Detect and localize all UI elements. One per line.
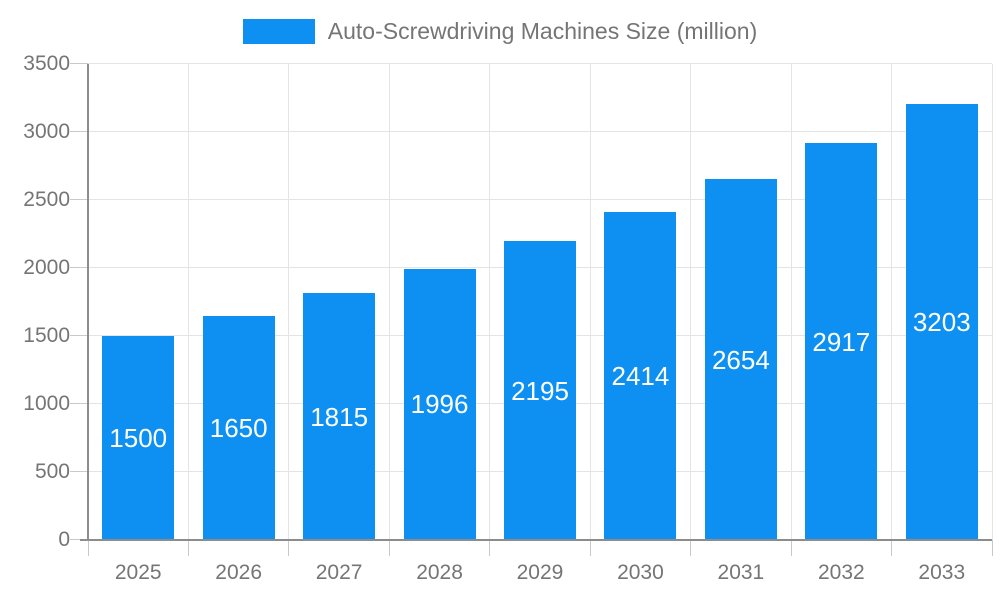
gridline-vertical [288,64,290,540]
x-axis-tick-label: 2032 [817,561,865,584]
y-axis-tick-label: 3500 [23,52,70,75]
gridline-vertical [790,64,792,540]
y-axis-tick [70,267,88,268]
legend-swatch [242,19,315,44]
x-axis-tick [790,540,792,556]
bar[interactable] [303,293,376,540]
y-axis-tick [70,63,88,64]
gridline-horizontal [88,63,992,64]
x-axis-tick [288,540,290,556]
legend[interactable]: Auto-Screwdriving Machines Size (million… [0,18,1000,45]
x-axis-tick-label: 2029 [516,561,564,584]
x-axis-tick-label: 2031 [717,561,765,584]
y-axis-tick-label: 2000 [23,256,70,279]
y-axis-tick [70,131,88,132]
x-axis-line [80,539,992,541]
gridline-vertical [388,64,390,540]
y-axis-tick [70,199,88,200]
y-axis-tick-label: 1000 [23,392,70,415]
y-axis-tick [70,471,88,472]
x-axis-tick [87,540,89,556]
x-axis-tick [388,540,390,556]
x-axis-tick [589,540,591,556]
bar-value-label: 1500 [109,423,168,453]
y-axis-tick-label: 3000 [23,120,70,143]
bar[interactable] [403,268,476,540]
x-axis-tick-label: 2030 [617,561,664,584]
bar[interactable] [202,315,275,540]
bar[interactable] [805,143,878,540]
y-axis-tick-label: 0 [58,528,70,551]
x-axis-tick [991,540,993,556]
gridline-horizontal [88,199,992,200]
bar-value-label: 2414 [611,360,670,391]
x-axis-tick-label: 2026 [215,561,263,584]
x-axis-tick [187,540,189,556]
bar-value-label: 1650 [209,412,268,443]
bar[interactable] [704,179,777,540]
x-axis-tick-label: 2027 [315,561,363,584]
y-axis-tick-label: 500 [34,460,70,483]
x-axis-tick [690,540,692,556]
gridline-vertical [187,64,189,540]
bar-value-label: 2917 [812,326,871,357]
y-axis-tick [70,335,88,336]
x-axis-tick-label: 2025 [114,561,162,584]
gridline-vertical [589,64,591,540]
y-axis-tick [70,539,88,540]
bar[interactable] [604,211,677,540]
x-axis-tick [891,540,893,556]
y-axis-line [87,64,89,540]
y-axis-tick-label: 1500 [23,324,70,347]
y-axis-tick-label: 2500 [23,188,70,211]
gridline-horizontal [88,131,992,132]
gridline-vertical [891,64,893,540]
gridline-vertical [991,64,993,540]
bar[interactable] [504,241,576,540]
gridline-vertical [489,64,491,540]
bar-value-label: 1996 [410,389,469,420]
legend-series-label: Auto-Screwdriving Machines Size (million… [327,18,758,44]
bar-value-label: 2195 [511,375,569,406]
x-axis-tick-label: 2033 [918,561,966,584]
x-axis-tick [489,540,491,556]
bar[interactable] [102,336,175,540]
x-axis-tick-label: 2028 [416,561,463,584]
gridline-vertical [690,64,692,540]
bar-value-label: 1815 [310,401,369,432]
bar-value-label: 2654 [711,344,770,375]
bar-value-label: 3203 [912,307,971,338]
bar[interactable] [905,104,978,540]
y-axis-tick [70,403,88,404]
